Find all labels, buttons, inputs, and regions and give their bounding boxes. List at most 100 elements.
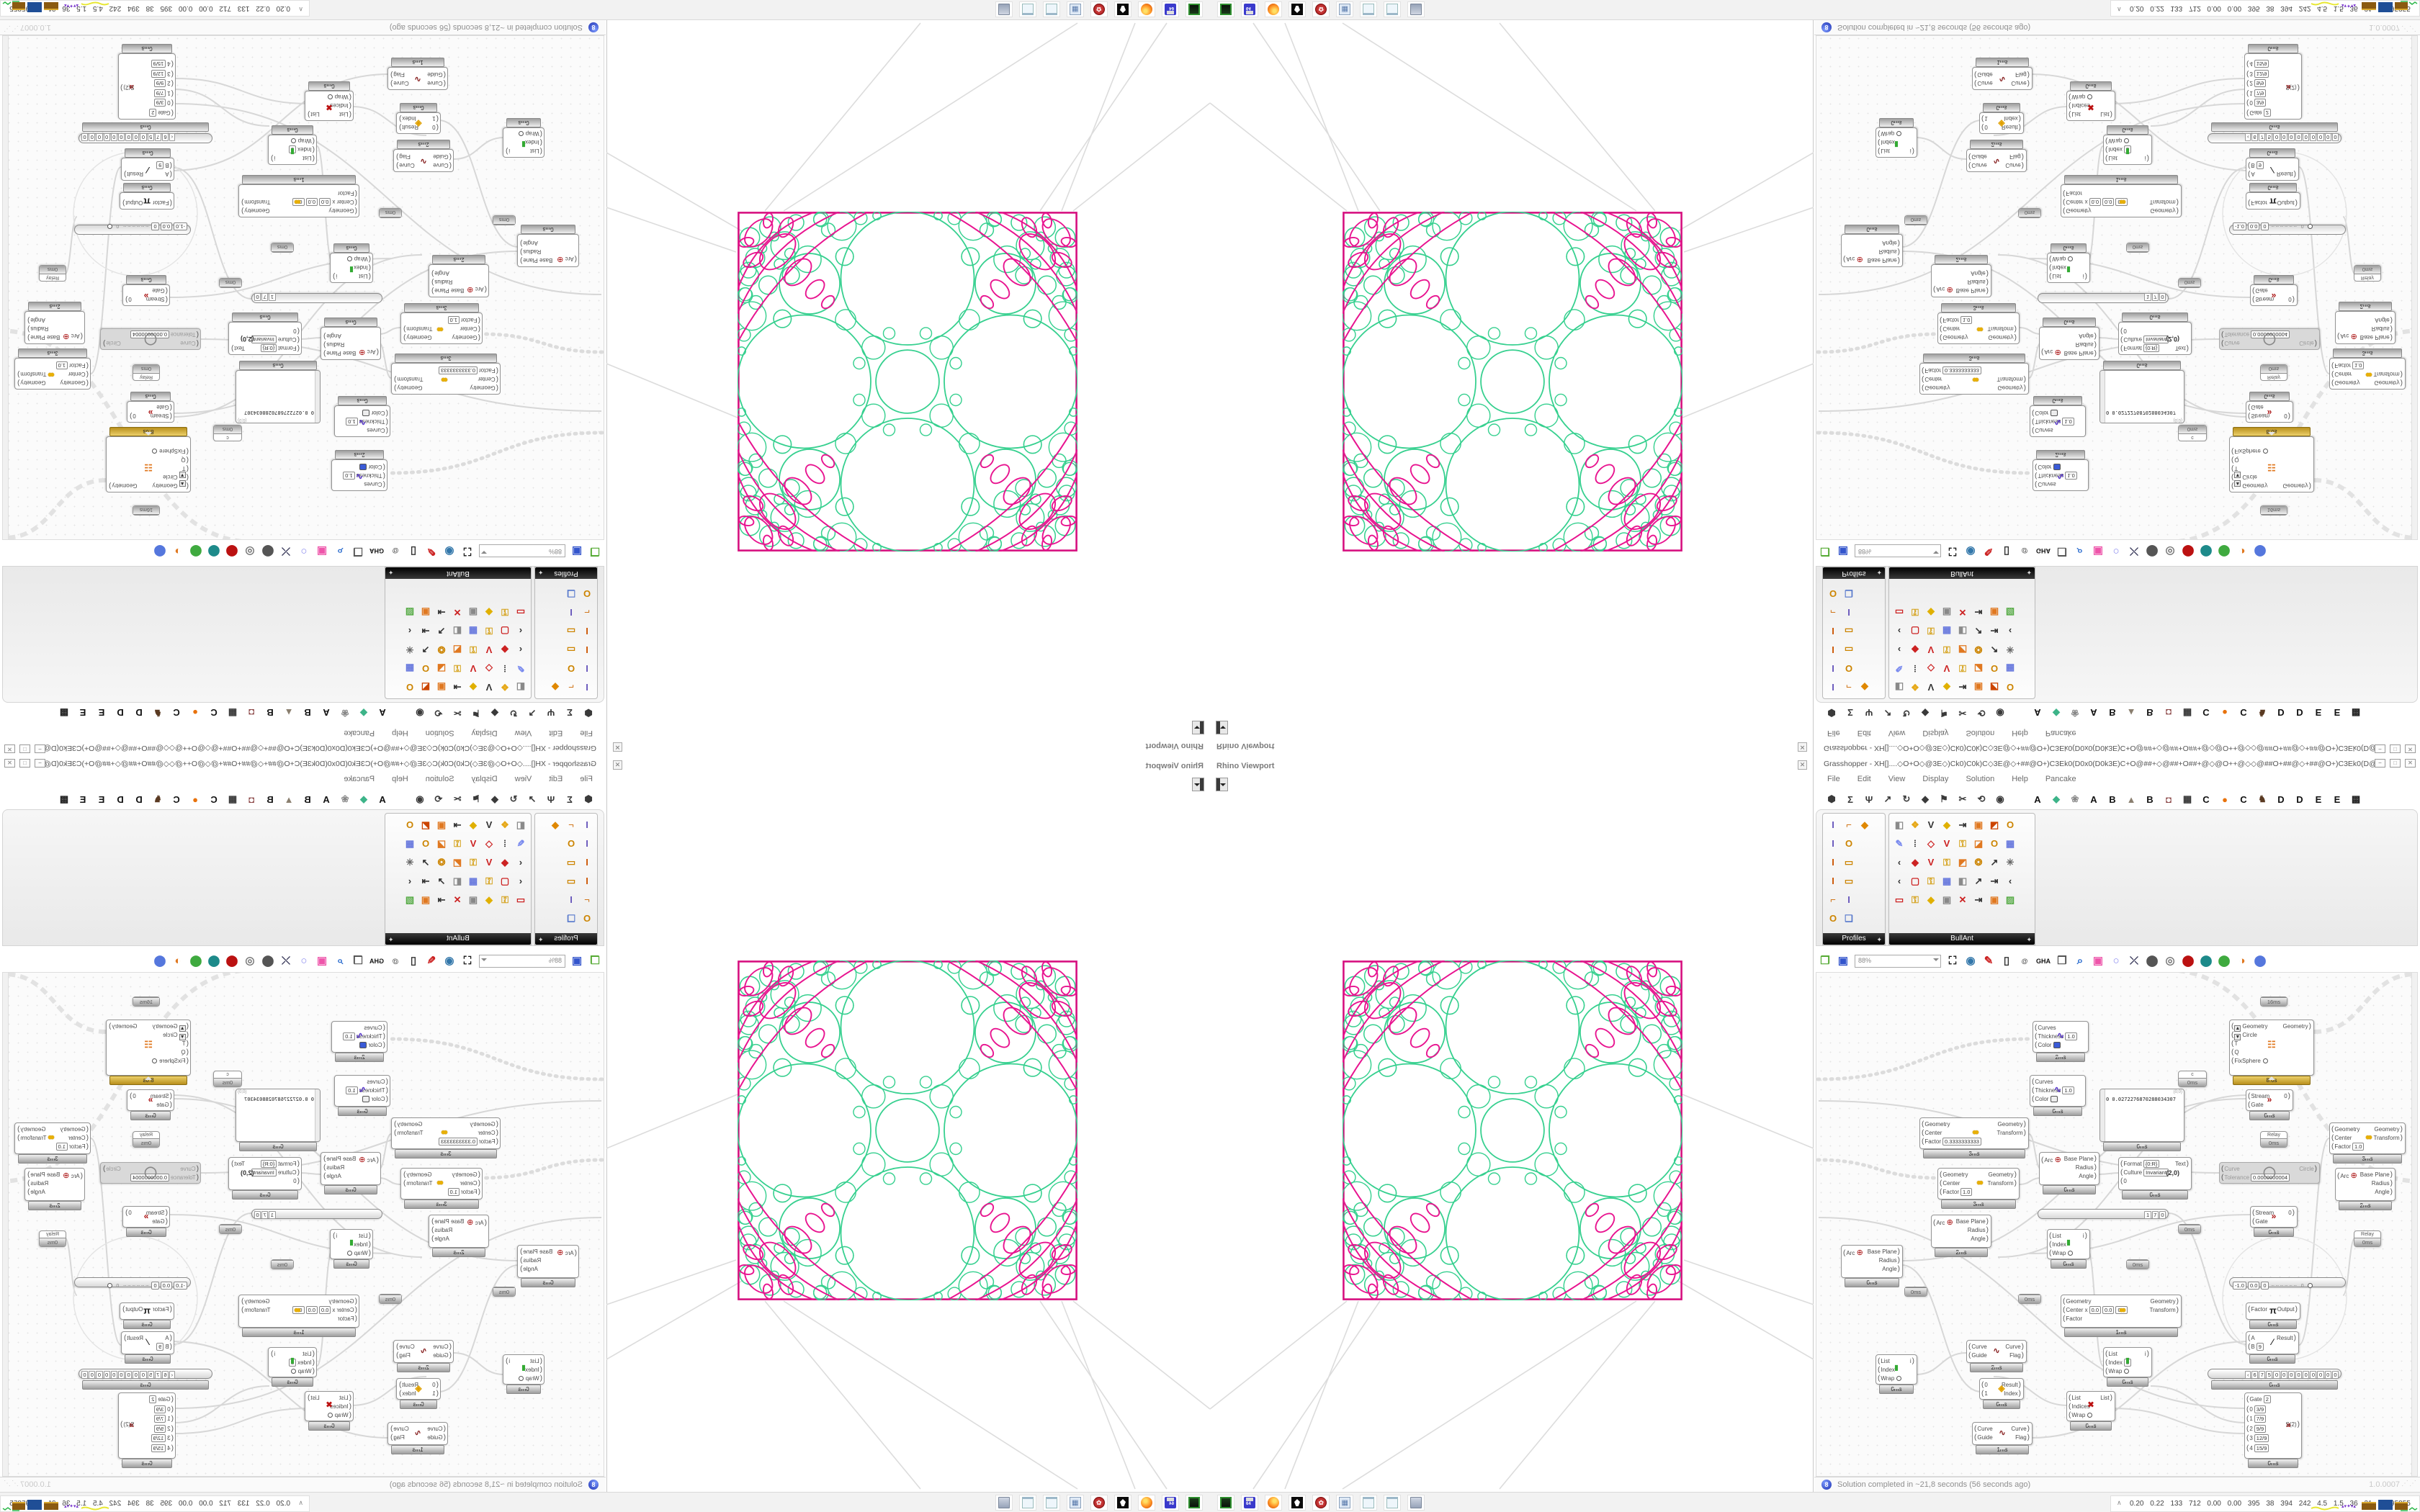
- node-port[interactable]: Angle: [2375, 1188, 2393, 1196]
- component-icon[interactable]: I: [1847, 894, 1850, 905]
- gh-component[interactable]: CurvesThickness1.0Color∿2ms: [2033, 450, 2089, 491]
- md-slider[interactable]: -1.00.00 ┄┄┄┄┄┄ 0: [74, 222, 191, 235]
- category-tab[interactable]: ◆: [491, 708, 498, 719]
- component-icon[interactable]: ◩: [421, 682, 431, 693]
- gh-component[interactable]: GeometryCenter x0.00.00.0FactorGeometryT…: [2061, 175, 2182, 217]
- node-port[interactable]: Curve: [433, 161, 452, 169]
- node-port[interactable]: Angle: [431, 269, 449, 277]
- gh-component[interactable]: ListIndex8Wrapi▮0ms: [2103, 1347, 2152, 1387]
- component-icon[interactable]: O: [405, 819, 414, 830]
- node-port[interactable]: Geometry: [1989, 333, 2017, 341]
- node-port[interactable]: Curves: [2035, 1024, 2056, 1032]
- node-port[interactable]: 415/9: [2246, 1444, 2269, 1452]
- component-icon[interactable]: O: [1990, 838, 1999, 849]
- category-tab[interactable]: A: [323, 707, 330, 719]
- node-port[interactable]: CultureInvariant: [251, 1169, 300, 1176]
- node-port[interactable]: Gate2: [149, 109, 174, 117]
- component-icon[interactable]: O: [567, 838, 575, 849]
- relay-node[interactable]: Relay 0ms: [2354, 265, 2381, 282]
- component-icon[interactable]: ▢: [500, 626, 510, 636]
- cam-launch-icon[interactable]: [1217, 1495, 1234, 1511]
- category-tab[interactable]: C: [210, 707, 218, 719]
- component-icon[interactable]: I: [1832, 682, 1834, 693]
- node-port[interactable]: Transform: [403, 325, 432, 333]
- category-tab[interactable]: A: [323, 793, 330, 805]
- relay-node[interactable]: 0ms: [493, 215, 516, 225]
- node-port[interactable]: Wrap: [290, 137, 315, 145]
- close-icon[interactable]: ✕: [2405, 744, 2416, 753]
- menu-item-edit[interactable]: Edit: [1857, 729, 1871, 737]
- node-port[interactable]: 29/9: [2246, 1424, 2267, 1433]
- node-port[interactable]: Factor1.0: [55, 1143, 89, 1151]
- category-tab[interactable]: A: [379, 793, 386, 805]
- relay-node[interactable]: 0ms: [2178, 278, 2201, 288]
- component-icon[interactable]: ◆: [1943, 819, 1950, 830]
- component-icon[interactable]: ▭: [1894, 607, 1904, 618]
- node-port[interactable]: Base Plane: [27, 1171, 60, 1179]
- gh-component[interactable]: ListIndexWrapi▮0ms: [1876, 118, 1917, 158]
- node-port[interactable]: Transform: [1988, 1179, 2017, 1187]
- node-port[interactable]: Angle: [1882, 1265, 1900, 1273]
- toolbar-button[interactable]: ⤫: [2129, 955, 2138, 967]
- relay-node[interactable]: Relay 0ms: [133, 364, 160, 381]
- category-tab[interactable]: A: [2090, 707, 2097, 719]
- gh-component[interactable]: Arc ⊕Base PlaneRadiusAngle2ms: [24, 302, 85, 344]
- category-tab[interactable]: ❀: [2071, 793, 2079, 804]
- category-tab[interactable]: ▲: [284, 793, 294, 805]
- relay-node[interactable]: Relay 0ms: [2260, 1131, 2287, 1148]
- component-icon[interactable]: ◩: [421, 819, 431, 830]
- component-icon[interactable]: ✳: [2006, 857, 2015, 868]
- category-tab[interactable]: ▲: [2126, 707, 2136, 719]
- node-port[interactable]: Center: [1940, 1179, 1960, 1187]
- toolbar-button[interactable]: ▯: [2003, 955, 2010, 967]
- component-icon[interactable]: O: [421, 663, 430, 674]
- node-port[interactable]: Gate: [2248, 1101, 2263, 1109]
- node-port[interactable]: FixSphere: [152, 447, 189, 455]
- component-icon[interactable]: ▣: [468, 607, 478, 618]
- toolbar-button[interactable]: ⛶: [1948, 545, 1957, 557]
- category-tab[interactable]: ◉: [1996, 793, 2004, 804]
- node-port[interactable]: Stream: [151, 1092, 172, 1100]
- node-port[interactable]: Radius: [2372, 325, 2393, 333]
- resize-grip[interactable]: ⋰⋰: [2401, 24, 2417, 32]
- gh-component[interactable]: Arc ⊕Base PlaneRadiusAngle0ms: [321, 318, 381, 360]
- gh-component[interactable]: AB9Result⁄0ms: [2246, 148, 2299, 181]
- node-port[interactable]: FixSphere: [152, 1057, 189, 1065]
- node-port[interactable]: Gate: [2252, 287, 2267, 294]
- category-tab[interactable]: ⟲: [434, 708, 443, 719]
- category-tab[interactable]: ◉: [1996, 708, 2004, 719]
- node-port[interactable]: Center: [2331, 1134, 2352, 1142]
- node-port[interactable]: Center: [2331, 370, 2352, 378]
- tray-chevron-icon[interactable]: ∧: [298, 1499, 303, 1506]
- component-icon[interactable]: ▨: [2005, 607, 2015, 618]
- node-port[interactable]: S(2): [2286, 1421, 2300, 1428]
- node-port[interactable]: Geometry: [109, 1022, 137, 1030]
- node-port[interactable]: Wrap: [2049, 255, 2074, 263]
- node-port[interactable]: Output: [2277, 199, 2298, 207]
- category-tab[interactable]: A: [379, 707, 386, 719]
- relay-node[interactable]: 0ms: [219, 1224, 242, 1234]
- component-icon[interactable]: O: [2006, 682, 2015, 693]
- toolbar-button[interactable]: ▣: [316, 545, 328, 557]
- palette-expand-icon[interactable]: ✦: [2026, 569, 2032, 576]
- node-port[interactable]: Result: [2002, 1381, 2021, 1389]
- relay-node[interactable]: 0ms: [219, 278, 242, 288]
- component-icon[interactable]: ▨: [405, 607, 415, 618]
- component-icon[interactable]: ▭: [566, 626, 576, 636]
- node-port[interactable]: Angle: [2079, 1172, 2097, 1180]
- toolbar-button[interactable]: @: [2021, 547, 2028, 554]
- node-port[interactable]: Radius: [323, 1164, 344, 1171]
- node-port[interactable]: Factor1.0: [1940, 1188, 1973, 1196]
- component-icon[interactable]: ↗: [1974, 876, 1983, 886]
- node-port[interactable]: Geometry: [241, 1297, 269, 1305]
- note-launch-icon[interactable]: [1384, 1495, 1401, 1511]
- canvas-edge-strip[interactable]: [2411, 36, 2417, 539]
- gh-component[interactable]: ▲Geometry▼CircleTQFixSphereGeometry☷8.0s: [2229, 1020, 2314, 1085]
- gh-component[interactable]: CurveGuideCurveFlag∿1ms: [1972, 1422, 2033, 1454]
- node-port[interactable]: Indices: [2069, 102, 2089, 109]
- cam-launch-icon[interactable]: [1217, 1, 1234, 17]
- node-port[interactable]: Curves: [364, 1024, 385, 1032]
- category-tab[interactable]: ◘: [2166, 707, 2172, 719]
- component-icon[interactable]: ‹: [408, 626, 412, 636]
- canvas-edge-strip[interactable]: [2411, 973, 2417, 1476]
